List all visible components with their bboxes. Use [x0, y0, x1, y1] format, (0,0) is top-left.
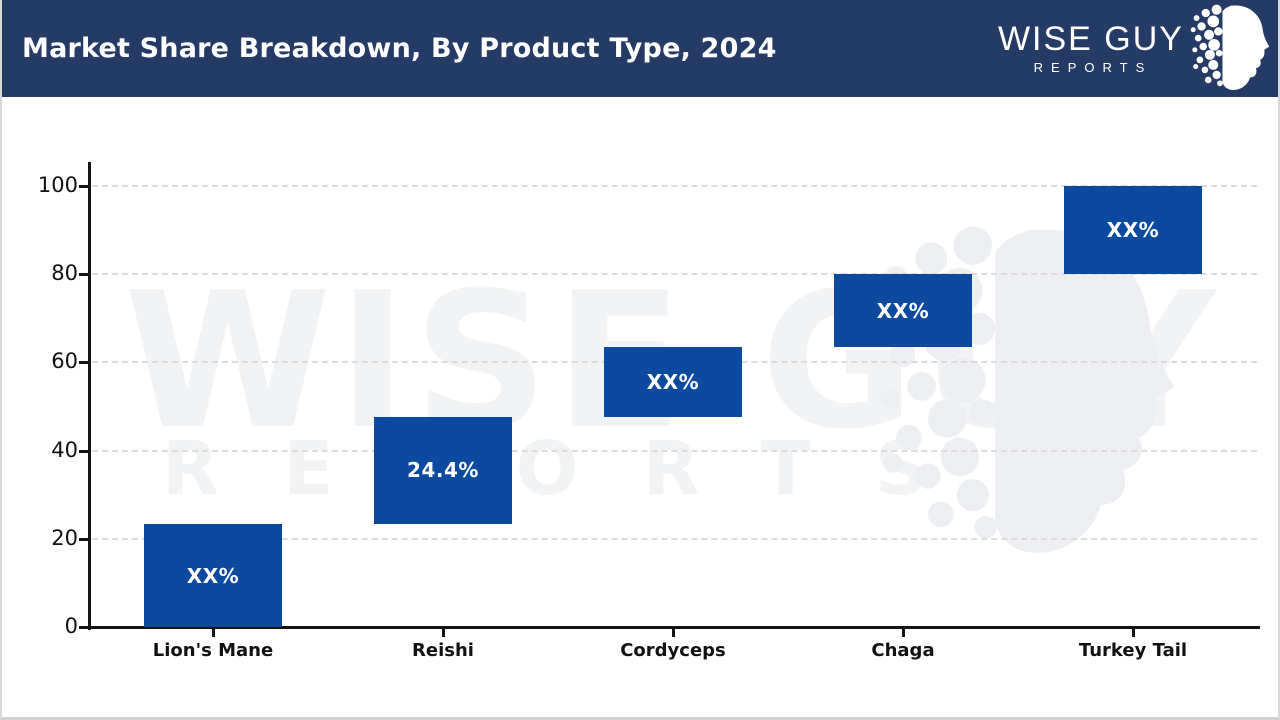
gridline-80: [92, 273, 1257, 276]
y-tick-label: 100: [37, 173, 78, 197]
y-tick-mark: [79, 361, 88, 365]
x-tick-mark: [1132, 629, 1135, 637]
bar-value-label: 24.4%: [407, 458, 479, 483]
watermark-text-line2: REPORTS: [162, 426, 993, 512]
x-axis-line: [88, 626, 1260, 629]
bar-value-label: XX%: [1106, 218, 1160, 243]
y-tick-mark: [79, 185, 88, 188]
bar-value-label: XX%: [876, 298, 930, 323]
bar-lion-s-mane: XX%: [144, 524, 282, 627]
y-tick-mark: [79, 537, 88, 541]
brand-logo: WISE GUY REPORTS: [998, 3, 1272, 95]
bar-reishi: 24.4%: [374, 416, 512, 525]
y-tick-label: 60: [51, 349, 78, 374]
x-tick-mark: [902, 629, 905, 637]
gridline-100: [92, 185, 1257, 187]
gridline-20: [92, 537, 1257, 540]
y-tick-mark: [79, 626, 88, 629]
y-axis-line: [88, 162, 91, 630]
y-tick-label: 80: [51, 261, 78, 286]
bar-value-label: XX%: [186, 563, 240, 588]
bar-chaga: XX%: [834, 274, 972, 348]
x-tick-label: Turkey Tail: [1078, 640, 1188, 661]
x-tick-label: Cordyceps: [620, 640, 726, 661]
x-tick-mark: [442, 629, 445, 637]
y-tick-label: 0: [64, 614, 78, 638]
y-tick-mark: [79, 449, 88, 453]
header: Market Share Breakdown, By Product Type,…: [2, 0, 1278, 97]
brand-head-icon: [1190, 4, 1270, 90]
bar-turkey-tail: XX%: [1064, 186, 1202, 275]
bar-cordyceps: XX%: [604, 347, 742, 417]
brand-logo-text: WISE GUY REPORTS: [997, 20, 1184, 75]
x-tick-label: Chaga: [871, 640, 935, 661]
gridline-40: [92, 449, 1257, 452]
x-tick-mark: [212, 629, 215, 637]
x-tick-label: Reishi: [412, 640, 474, 661]
bar-value-label: XX%: [646, 370, 700, 394]
x-tick-label: Lion's Mane: [152, 640, 274, 661]
page-title: Market Share Breakdown, By Product Type,…: [22, 33, 777, 64]
y-tick-label: 40: [51, 437, 78, 462]
y-tick-mark: [79, 273, 88, 277]
brand-name: WISE GUY: [997, 20, 1184, 59]
brand-subtitle: REPORTS: [1033, 59, 1153, 75]
y-tick-label: 20: [51, 525, 78, 550]
x-tick-mark: [672, 629, 675, 637]
